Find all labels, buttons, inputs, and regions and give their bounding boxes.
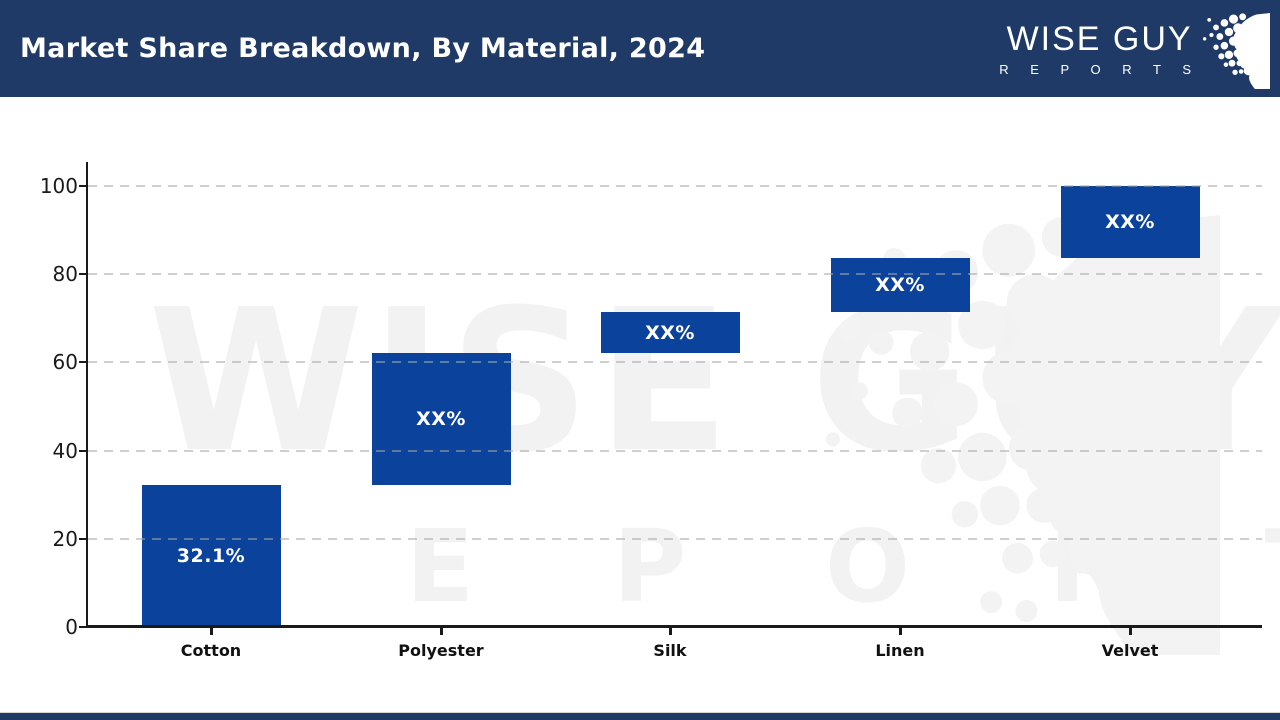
y-tick-label: 100: [39, 174, 78, 198]
logo-subtitle: R E P O R T S: [999, 62, 1200, 77]
y-tick: [79, 537, 87, 540]
x-tick: [210, 627, 213, 635]
y-tick: [79, 449, 87, 452]
x-axis-label-cotton: Cotton: [180, 641, 242, 660]
x-axis-label-linen: Linen: [875, 641, 925, 660]
bar-value-label: XX%: [416, 408, 466, 431]
footer-bar: [0, 712, 1280, 720]
x-tick: [899, 627, 902, 635]
x-axis-label-polyester: Polyester: [398, 641, 484, 660]
bar-linen: XX%: [830, 257, 970, 313]
y-tick: [79, 273, 87, 276]
header-bar: Market Share Breakdown, By Material, 202…: [0, 0, 1280, 97]
bar-value-label: 32.1%: [176, 545, 246, 568]
bar-polyester: XX%: [371, 353, 511, 486]
y-tick: [79, 185, 87, 187]
y-tick: [79, 361, 87, 364]
y-tick: [79, 626, 87, 628]
x-tick: [669, 627, 672, 635]
bar-velvet: XX%: [1060, 186, 1200, 258]
bar-value-label: XX%: [645, 321, 695, 344]
page-title: Market Share Breakdown, By Material, 202…: [20, 33, 706, 64]
y-tick-label: 0: [65, 615, 78, 639]
x-axis-line: [86, 625, 1262, 628]
wise-guy-logo: WISE GUY R E P O R T S: [999, 6, 1270, 94]
x-tick: [1129, 627, 1132, 635]
bar-cotton: 32.1%: [141, 485, 281, 627]
x-tick: [440, 627, 443, 635]
gridline-100: [88, 185, 1262, 187]
logo-head-icon: [1202, 13, 1270, 89]
bar-value-label: XX%: [1105, 210, 1155, 233]
x-axis-label-silk: Silk: [653, 641, 687, 660]
x-axis-label-velvet: Velvet: [1101, 641, 1159, 660]
logo-wordmark: WISE GUY: [1006, 20, 1193, 58]
y-axis-line: [86, 162, 88, 627]
bar-value-label: XX%: [875, 273, 925, 296]
y-tick-label: 20: [52, 526, 78, 551]
bar-silk: XX%: [600, 312, 740, 354]
y-tick-label: 40: [52, 438, 78, 463]
gridline-40: [88, 449, 1262, 452]
gridline-20: [88, 537, 1262, 540]
gridline-80: [88, 273, 1262, 276]
gridline-60: [88, 361, 1262, 364]
y-tick-label: 60: [52, 350, 78, 375]
y-tick-label: 80: [52, 262, 78, 287]
